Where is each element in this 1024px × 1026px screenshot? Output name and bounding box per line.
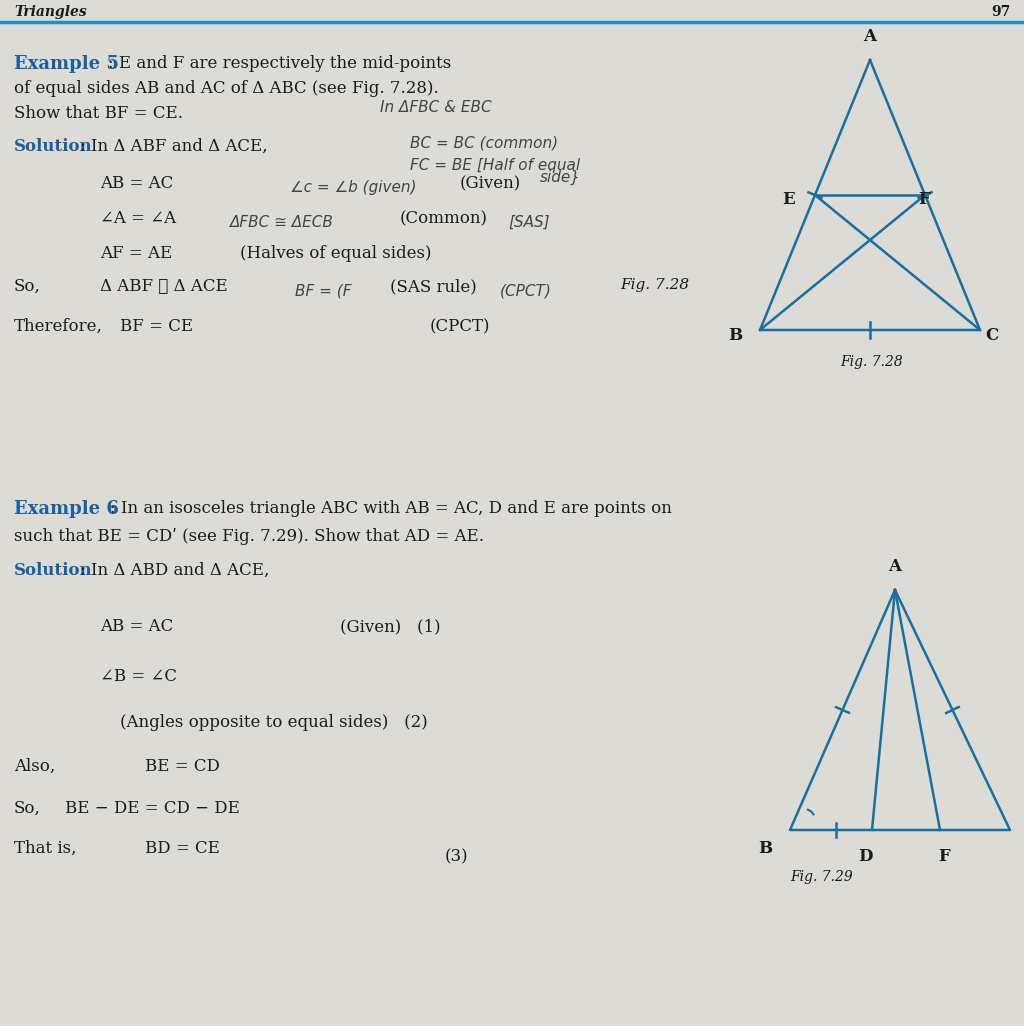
Text: : In an isosceles triangle ABC with AB = AC, D and E are points on: : In an isosceles triangle ABC with AB =… <box>110 500 672 517</box>
Text: side}: side} <box>540 170 581 186</box>
Text: E: E <box>782 192 795 208</box>
Text: AB = AC: AB = AC <box>100 175 173 192</box>
Text: B: B <box>758 840 772 857</box>
Text: (CPCT): (CPCT) <box>430 318 490 336</box>
Text: Solution: Solution <box>14 562 92 579</box>
Text: BF = (F: BF = (F <box>295 283 351 298</box>
Text: ∠A = ∠A: ∠A = ∠A <box>100 210 176 227</box>
Text: A: A <box>889 558 901 575</box>
Text: : In Δ ABF and Δ ACE,: : In Δ ABF and Δ ACE, <box>80 139 267 155</box>
Text: In ΔFBC & EBC: In ΔFBC & EBC <box>380 100 492 115</box>
Text: BE = CD: BE = CD <box>145 758 220 775</box>
Text: So,: So, <box>14 800 41 817</box>
Text: D: D <box>858 849 872 865</box>
Text: Show that BF = CE.: Show that BF = CE. <box>14 105 183 122</box>
Text: Fig. 7.28: Fig. 7.28 <box>620 278 689 292</box>
Text: (Halves of equal sides): (Halves of equal sides) <box>240 245 431 262</box>
Text: ∠c = ∠b (given): ∠c = ∠b (given) <box>290 180 417 195</box>
Text: (CPCT): (CPCT) <box>500 283 552 298</box>
Text: such that BE = CDʹ (see Fig. 7.29). Show that AD = AE.: such that BE = CDʹ (see Fig. 7.29). Show… <box>14 528 484 545</box>
Text: Solution: Solution <box>14 139 92 155</box>
Text: Triangles: Triangles <box>14 5 87 19</box>
Text: Example 5: Example 5 <box>14 55 119 73</box>
Text: Also,: Also, <box>14 758 55 775</box>
Text: A: A <box>863 28 877 45</box>
Text: [SAS]: [SAS] <box>508 215 550 230</box>
Text: AB = AC: AB = AC <box>100 618 173 635</box>
Text: FC = BE [Half of equal: FC = BE [Half of equal <box>410 158 581 173</box>
Text: : In Δ ABD and Δ ACE,: : In Δ ABD and Δ ACE, <box>80 562 269 579</box>
Text: BC = BC (common): BC = BC (common) <box>410 136 558 151</box>
Text: BE − DE = CD − DE: BE − DE = CD − DE <box>65 800 240 817</box>
Text: BD = CE: BD = CE <box>145 840 220 857</box>
Text: ΔFBC ≅ ΔECB: ΔFBC ≅ ΔECB <box>230 215 334 230</box>
Text: (Common): (Common) <box>400 210 488 227</box>
Text: of equal sides AB and AC of Δ ABC (see Fig. 7.28).: of equal sides AB and AC of Δ ABC (see F… <box>14 80 438 97</box>
Text: Therefore,: Therefore, <box>14 318 102 336</box>
Text: : E and F are respectively the mid-points: : E and F are respectively the mid-point… <box>108 55 452 72</box>
Text: Fig. 7.29: Fig. 7.29 <box>790 870 853 884</box>
Text: (Given)   (1): (Given) (1) <box>340 618 440 635</box>
Text: F: F <box>938 849 949 865</box>
Text: B: B <box>728 326 742 344</box>
Text: BF = CE: BF = CE <box>120 318 194 336</box>
Text: F: F <box>918 192 930 208</box>
Text: (3): (3) <box>445 849 469 865</box>
Text: (Angles opposite to equal sides)   (2): (Angles opposite to equal sides) (2) <box>120 714 428 731</box>
Text: Example 6: Example 6 <box>14 500 119 518</box>
Text: (Given): (Given) <box>460 175 521 192</box>
Text: Fig. 7.28: Fig. 7.28 <box>840 355 903 369</box>
Text: ∠B = ∠C: ∠B = ∠C <box>100 668 177 685</box>
Text: C: C <box>985 326 998 344</box>
Text: (SAS rule): (SAS rule) <box>390 278 477 295</box>
Text: That is,: That is, <box>14 840 77 857</box>
Text: 97: 97 <box>991 5 1010 19</box>
Text: So,: So, <box>14 278 41 295</box>
Text: AF = AE: AF = AE <box>100 245 172 262</box>
Text: Δ ABF ≅ Δ ACE: Δ ABF ≅ Δ ACE <box>100 278 227 295</box>
